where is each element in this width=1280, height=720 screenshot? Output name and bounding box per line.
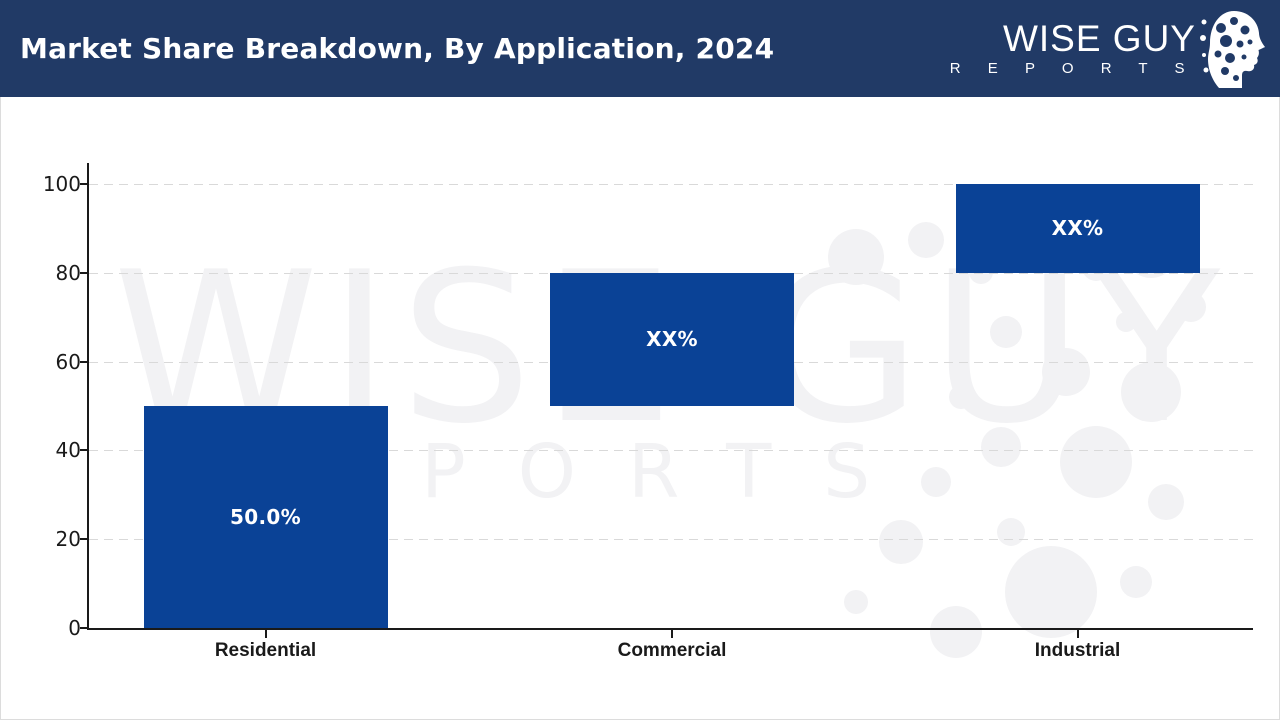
bar-value-label: XX% — [646, 327, 698, 352]
y-axis-tick — [80, 360, 87, 363]
y-axis-tick — [80, 183, 87, 185]
x-tick-label: Industrial — [1034, 640, 1121, 661]
x-tick-label: Residential — [214, 640, 317, 661]
y-tick-label: 100 — [42, 172, 81, 196]
brand-face-icon — [1200, 11, 1265, 88]
y-tick-label: 20 — [55, 527, 81, 552]
brand-subname: R E P O R T S — [949, 59, 1196, 77]
y-tick-label: 60 — [55, 349, 81, 374]
y-tick-label: 40 — [55, 438, 81, 463]
y-tick-label: 0 — [68, 616, 81, 640]
gridline-40 — [89, 450, 1253, 452]
bar-residential: 50.0% — [143, 406, 388, 628]
x-axis-tick — [671, 630, 673, 638]
y-tick-label: 80 — [55, 260, 81, 285]
y-axis-line — [87, 163, 89, 630]
bar-value-label: XX% — [1051, 216, 1104, 241]
y-axis-tick — [80, 538, 87, 541]
x-axis-tick — [1076, 630, 1079, 638]
bar-commercial: XX% — [550, 272, 794, 406]
x-tick-label: Commercial — [617, 640, 727, 661]
y-axis-tick — [80, 271, 87, 274]
x-axis-line — [87, 628, 1253, 630]
brand-logo: WISE GUY R E P O R T S — [946, 8, 1266, 88]
plot-area: 0 20 40 60 80 100 50.0% XX% XX% Residential Commer… — [43, 163, 1253, 661]
gridline-20 — [89, 539, 1253, 541]
chart-title: Market Share Breakdown, By Application, … — [20, 32, 775, 65]
y-axis-tick — [80, 449, 87, 452]
brand-logo-text: WISE GUY R E P O R T S — [946, 20, 1196, 77]
gridline-100 — [89, 184, 1253, 185]
bar-value-label: 50.0% — [230, 505, 301, 529]
header-bar: Market Share Breakdown, By Application, … — [0, 0, 1280, 97]
x-axis-tick — [264, 630, 267, 638]
chart-area: WISE GUY REPORTS — [0, 97, 1280, 720]
brand-name: WISE GUY — [1002, 17, 1196, 59]
y-axis-tick — [80, 627, 87, 629]
bar-industrial: XX% — [955, 184, 1200, 273]
